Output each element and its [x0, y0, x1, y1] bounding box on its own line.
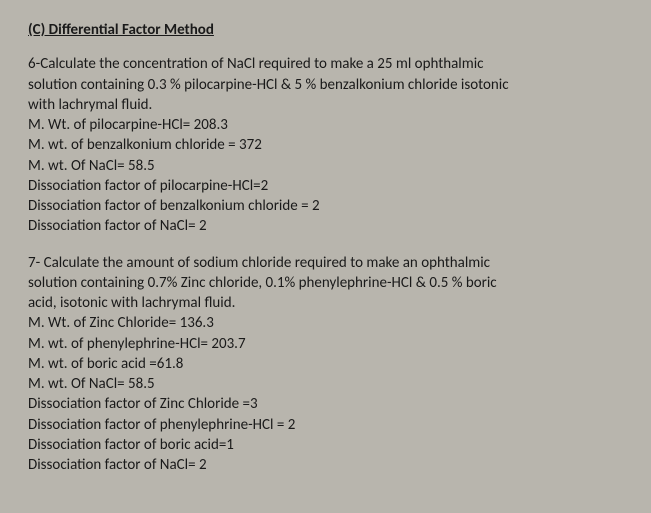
- dissociation-factor: Dissociation factor of benzalkonium chlo…: [28, 196, 623, 216]
- molecular-weight: M. wt. Of NaCl= 58.5: [28, 156, 623, 176]
- dissociation-factor: Dissociation factor of NaCl= 2: [28, 455, 623, 475]
- problem-text: 6-Calculate the concentration of NaCl re…: [28, 54, 623, 74]
- dissociation-factor: Dissociation factor of boric acid=1: [28, 435, 623, 455]
- problem-7: 7- Calculate the amount of sodium chlori…: [28, 253, 623, 476]
- problem-text: 7- Calculate the amount of sodium chlori…: [28, 253, 623, 273]
- molecular-weight: M. Wt. of Zinc Chloride= 136.3: [28, 313, 623, 333]
- molecular-weight: M. wt. Of NaCl= 58.5: [28, 374, 623, 394]
- problem-6: 6-Calculate the concentration of NaCl re…: [28, 54, 623, 236]
- molecular-weight: M. Wt. of pilocarpine-HCl= 208.3: [28, 115, 623, 135]
- dissociation-factor: Dissociation factor of pilocarpine-HCl=2: [28, 176, 623, 196]
- dissociation-factor: Dissociation factor of phenylephrine-HCl…: [28, 415, 623, 435]
- section-heading: (C) Differential Factor Method: [28, 20, 623, 40]
- problem-text: acid, isotonic with lachrymal fluid.: [28, 293, 623, 313]
- molecular-weight: M. wt. of phenylephrine-HCl= 203.7: [28, 334, 623, 354]
- problem-text: solution containing 0.7% Zinc chloride, …: [28, 273, 623, 293]
- dissociation-factor: Dissociation factor of NaCl= 2: [28, 216, 623, 236]
- problem-text: with lachrymal fluid.: [28, 95, 623, 115]
- problem-text: solution containing 0.3 % pilocarpine-HC…: [28, 75, 623, 95]
- molecular-weight: M. wt. of boric acid =61.8: [28, 354, 623, 374]
- molecular-weight: M. wt. of benzalkonium chloride = 372: [28, 135, 623, 155]
- dissociation-factor: Dissociation factor of Zinc Chloride =3: [28, 394, 623, 414]
